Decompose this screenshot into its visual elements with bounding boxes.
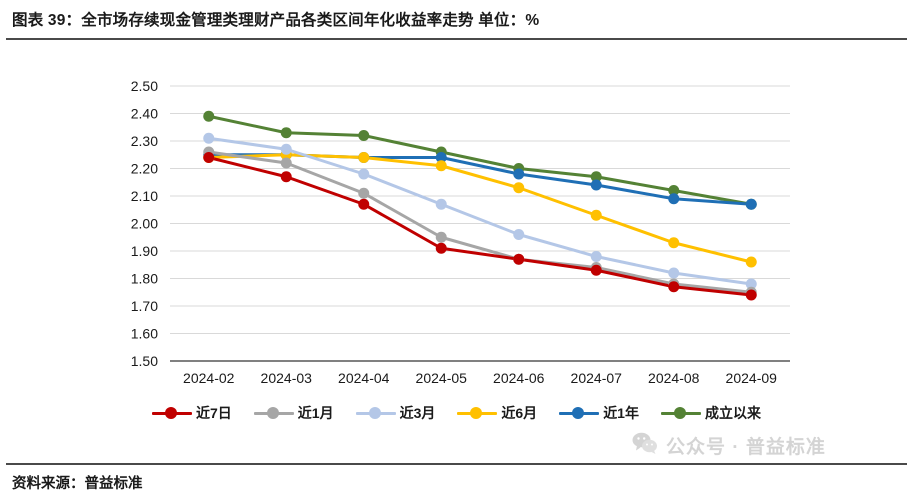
x-axis-tick-label: 2024-08 [648,370,700,386]
y-axis-tick-label: 2.30 [131,133,158,149]
x-axis-tick-label: 2024-09 [726,370,778,386]
series-point [513,182,525,194]
legend-item[interactable]: 近1月 [253,403,334,423]
chart-series-points [203,110,757,301]
series-point [513,229,525,240]
x-axis-tick-label: 2024-07 [571,370,623,386]
legend-item[interactable]: 近6月 [457,403,537,423]
legend-item[interactable]: 成立以来 [660,403,761,423]
legend-marker [355,406,396,420]
legend-label: 近6月 [501,405,538,421]
y-axis-tick-label: 2.00 [131,216,158,232]
legend-marker [559,406,600,420]
x-axis-tick-labels: 2024-02 2024-03 2024-04 2024-05 2024-06 2024-… [183,370,777,386]
legend-marker [660,406,701,420]
series-point [280,157,292,169]
page-title: 图表 39：全市场存续现金管理类理财产品各类区间年化收益率走势 单位：% [12,12,540,29]
series-point [668,237,680,249]
y-axis-tick-label: 1.80 [131,271,158,287]
series-point [358,152,370,163]
line-chart-svg: 2.50 2.40 2.30 2.20 2.10 2.00 1.90 1.80 1.70 1.60… [131,78,790,386]
series-point [590,264,602,276]
y-axis-tick-label: 2.50 [131,78,158,94]
legend-marker [457,406,498,420]
series-line [207,136,753,286]
series-point [203,110,215,122]
legend-label: 近7日 [196,405,232,421]
series-point [358,198,370,210]
series-point [203,152,215,163]
series-line [207,114,753,206]
series-point [668,281,680,293]
series-point [745,278,757,290]
series-point [435,160,447,172]
series-point [280,171,292,183]
y-axis-tick-label: 2.10 [131,188,158,204]
series-point [590,179,602,191]
legend-label: 成立以来 [704,405,761,421]
series-point [513,168,525,180]
series-point [590,209,602,221]
series-point [745,289,757,301]
wechat-icon [632,432,658,459]
chart-series-lines [207,114,753,297]
y-axis-tick-label: 2.20 [131,161,158,177]
series-point [203,132,215,144]
legend-label: 近3月 [399,405,436,421]
series-point [668,193,680,205]
watermark: 公众号 · 普益标准 [632,432,826,459]
legend-marker [152,406,192,420]
x-axis-tick-label: 2024-04 [338,370,390,386]
series-point [745,198,757,210]
series-point [435,198,447,210]
x-axis-tick-label: 2024-05 [416,370,468,386]
legend-marker [253,406,294,420]
legend-item[interactable]: 近7日 [152,403,232,423]
x-axis-tick-label: 2024-02 [183,370,235,386]
watermark-text: 公众号 · 普益标准 [666,437,826,458]
y-axis-tick-label: 1.90 [131,243,158,259]
series-point [668,185,680,196]
series-point [668,267,680,279]
series-line [207,156,753,297]
series-point [435,242,447,254]
series-point [358,168,370,180]
y-axis-tick-label: 1.60 [131,326,158,342]
chart-plot-area: 2.50 2.40 2.30 2.20 2.10 2.00 1.90 1.80 1.70 1.60… [0,42,913,432]
chart-title-bar: 图表 39：全市场存续现金管理类理财产品各类区间年化收益率走势 单位：% [0,0,913,38]
series-point [590,251,602,262]
series-point [513,253,525,265]
series-point [435,152,447,163]
y-axis-tick-label: 2.40 [131,106,158,122]
source-note: 资料来源：普益标准 [12,476,143,492]
x-axis-tick-label: 2024-06 [493,370,545,386]
series-line [207,153,753,264]
legend-item[interactable]: 近1年 [559,403,639,423]
legend-label: 近1月 [297,405,334,421]
series-point [358,187,370,199]
title-divider [6,38,907,40]
y-axis-tick-labels: 2.50 2.40 2.30 2.20 2.10 2.00 1.90 1.80 1.70 1.60… [131,78,158,369]
series-point [745,256,757,268]
y-axis-tick-label: 1.70 [131,298,158,314]
series-point [280,127,292,139]
series-point [435,231,447,243]
series-line [207,150,753,294]
series-point [358,130,370,141]
x-axis-tick-label: 2024-03 [261,370,313,386]
y-axis-tick-label: 1.50 [131,353,158,369]
footer-divider [6,463,907,465]
legend-label: 近1年 [603,405,639,421]
series-point [590,171,602,183]
chart-legend: 近7日 近1月 近3月 近6月 近1年 成立以来 [0,398,913,428]
legend-item[interactable]: 近3月 [355,403,436,423]
series-point [280,143,292,155]
